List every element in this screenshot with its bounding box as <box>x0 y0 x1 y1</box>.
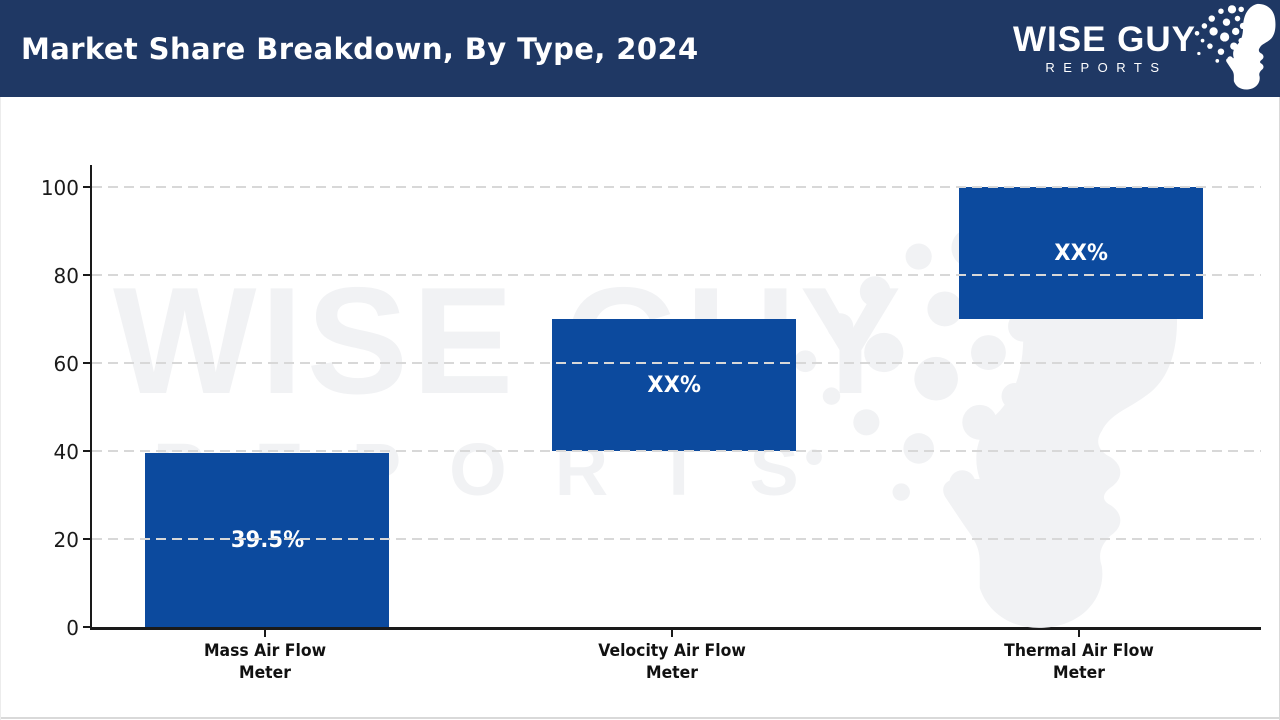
brand-subtitle: REPORTS <box>1045 60 1168 75</box>
x-tick-label: Thermal Air Flow Meter <box>1004 641 1154 683</box>
bar-2: XX% <box>552 319 797 451</box>
y-tick <box>83 538 90 540</box>
gridline-40 <box>92 450 1261 452</box>
bar-3: XX% <box>958 187 1203 319</box>
y-tick-label: 20 <box>53 528 79 552</box>
x-tick-label: Velocity Air Flow Meter <box>598 641 746 683</box>
brand-logo-text: WISE GUY REPORTS <box>1013 22 1196 75</box>
y-tick-label: 60 <box>53 352 79 376</box>
gridline-20 <box>92 538 1261 540</box>
plot-area: 39.5% XX% XX% <box>90 165 1261 630</box>
gridline-80 <box>92 274 1261 276</box>
header: Market Share Breakdown, By Type, 2024 WI… <box>0 0 1280 97</box>
bar-1: 39.5% <box>145 453 390 627</box>
y-tick <box>83 186 90 188</box>
x-tick <box>264 630 267 637</box>
y-tick-label: 100 <box>40 176 79 200</box>
x-tick <box>671 630 674 637</box>
dotted-face-profile-icon <box>1194 3 1276 90</box>
y-tick-label: 40 <box>53 440 79 464</box>
bar-value-label: 39.5% <box>230 527 305 553</box>
x-tick-label: Mass Air Flow Meter <box>204 641 327 683</box>
brand-logo: WISE GUY REPORTS <box>1013 3 1280 94</box>
bottom-divider <box>1 717 1279 719</box>
chart-area: WISE GUY REPORTS 39.5% XX% XX% Mass Air Fl… <box>0 97 1280 720</box>
y-tick-label: 0 <box>66 616 79 640</box>
gridline-100 <box>92 186 1261 188</box>
y-tick <box>83 274 90 276</box>
y-tick <box>83 626 90 628</box>
watermark-face-icon <box>794 221 1177 628</box>
y-tick <box>83 362 90 364</box>
gridline-60 <box>92 362 1261 364</box>
brand-name: WISE GUY <box>1012 20 1196 59</box>
y-tick <box>83 450 90 452</box>
y-tick-label: 80 <box>53 264 79 288</box>
x-tick <box>1077 630 1080 637</box>
bar-value-label: XX% <box>647 372 702 398</box>
bar-value-label: XX% <box>1054 240 1108 266</box>
page-title: Market Share Breakdown, By Type, 2024 <box>21 31 699 66</box>
